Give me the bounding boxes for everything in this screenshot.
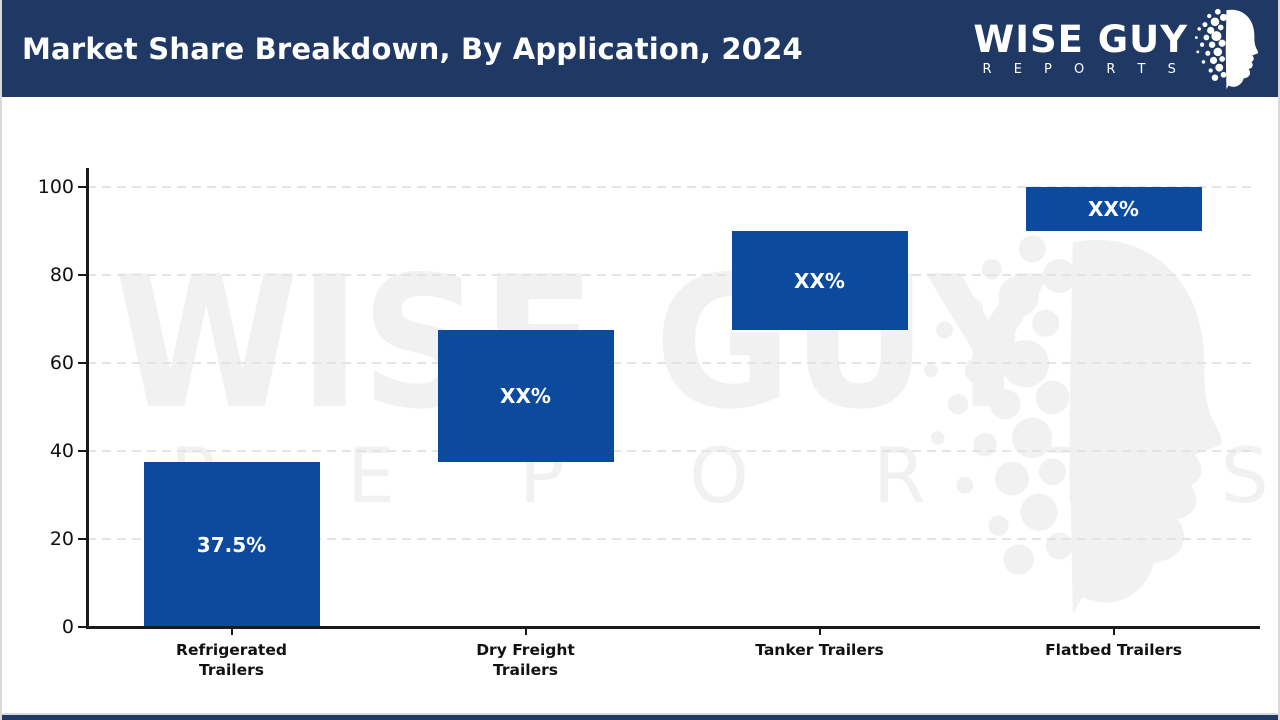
- footer-band: [2, 715, 1278, 720]
- bar-segment: XX%: [731, 231, 908, 330]
- gridline: [87, 274, 1254, 276]
- y-tick-label: 0: [61, 616, 74, 638]
- gridline: [87, 450, 1254, 452]
- brand-logo-text: WISE GUY R E P O R T S: [973, 18, 1188, 78]
- gridline: [87, 362, 1254, 364]
- brand-name: WISE GUY: [973, 18, 1188, 61]
- y-tick-label: 100: [37, 176, 74, 198]
- gridline: [87, 186, 1254, 188]
- brand-subname: R E P O R T S: [982, 62, 1185, 77]
- bar-value-label: XX%: [794, 268, 845, 293]
- brand-logo: WISE GUY R E P O R T S: [973, 8, 1268, 90]
- y-tick-mark: [78, 538, 87, 540]
- y-tick-label: 40: [49, 440, 74, 462]
- x-category-label: Refrigerated Trailers: [176, 641, 287, 679]
- chart-title: Market Share Breakdown, By Application, …: [22, 31, 803, 66]
- y-tick-label: 80: [49, 264, 74, 286]
- x-tick-mark: [818, 627, 821, 635]
- x-category-label: Tanker Trailers: [755, 641, 884, 659]
- x-axis-line: [86, 626, 1260, 629]
- gridline: [87, 538, 1254, 540]
- bar-value-label: XX%: [500, 384, 551, 408]
- y-tick-label: 20: [49, 528, 74, 550]
- x-category-label: Dry Freight Trailers: [476, 641, 575, 679]
- footer-rule: [2, 713, 1278, 715]
- bar-segment: XX%: [437, 330, 614, 462]
- y-tick-mark: [78, 362, 87, 364]
- bar-segment: XX%: [1025, 187, 1202, 231]
- y-axis-line: [86, 168, 89, 629]
- bar-segment: 37.5%: [143, 462, 320, 627]
- y-tick-mark: [78, 274, 87, 276]
- watermark-face-icon: [924, 235, 1222, 614]
- x-category-label: Flatbed Trailers: [1045, 641, 1182, 659]
- bar-value-label: 37.5%: [196, 532, 267, 557]
- bar-value-label: XX%: [1088, 197, 1139, 221]
- face-profile-icon: [1194, 8, 1259, 90]
- y-tick-label: 60: [49, 352, 74, 374]
- y-tick-mark: [78, 626, 87, 628]
- x-tick-mark: [230, 627, 233, 635]
- y-tick-mark: [78, 186, 87, 188]
- x-tick-mark: [524, 627, 527, 635]
- y-tick-mark: [78, 450, 87, 452]
- x-tick-mark: [1112, 627, 1115, 635]
- header-band: Market Share Breakdown, By Application, …: [2, 0, 1278, 97]
